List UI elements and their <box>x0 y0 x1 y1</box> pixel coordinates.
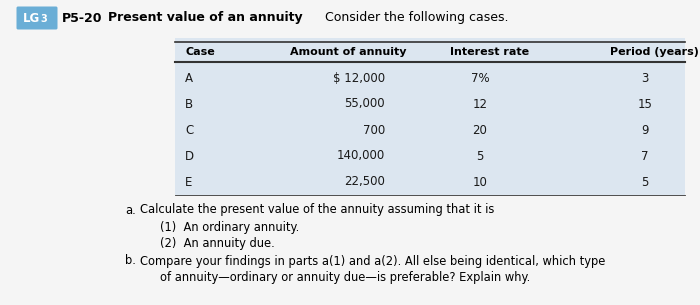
Text: A: A <box>185 71 193 84</box>
Text: B: B <box>185 98 193 110</box>
Text: 3: 3 <box>641 71 649 84</box>
Text: 55,000: 55,000 <box>344 98 385 110</box>
Text: C: C <box>185 124 193 137</box>
Text: 20: 20 <box>473 124 487 137</box>
Text: 22,500: 22,500 <box>344 175 385 188</box>
Text: (2)  An annuity due.: (2) An annuity due. <box>160 238 274 250</box>
Text: 700: 700 <box>363 124 385 137</box>
Text: a.: a. <box>125 203 136 217</box>
Text: Compare your findings in parts a(1) and a(2). All else being identical, which ty: Compare your findings in parts a(1) and … <box>140 254 606 267</box>
Text: Calculate the present value of the annuity assuming that it is: Calculate the present value of the annui… <box>140 203 494 217</box>
Text: 9: 9 <box>641 124 649 137</box>
Text: Case: Case <box>185 47 215 57</box>
Text: LG: LG <box>23 12 41 24</box>
Text: 5: 5 <box>476 149 484 163</box>
Text: D: D <box>185 149 194 163</box>
Text: b.: b. <box>125 254 136 267</box>
Text: 7: 7 <box>641 149 649 163</box>
Text: of annuity—ordinary or annuity due—is preferable? Explain why.: of annuity—ordinary or annuity due—is pr… <box>160 271 531 285</box>
Text: Present value of an annuity: Present value of an annuity <box>108 12 302 24</box>
Text: 7%: 7% <box>470 71 489 84</box>
Text: 140,000: 140,000 <box>337 149 385 163</box>
Text: E: E <box>185 175 193 188</box>
Text: Period (years): Period (years) <box>610 47 699 57</box>
Text: Interest rate: Interest rate <box>450 47 529 57</box>
Text: 10: 10 <box>473 175 487 188</box>
Bar <box>175 38 685 195</box>
Text: 5: 5 <box>641 175 649 188</box>
Text: 12: 12 <box>473 98 487 110</box>
Text: 3: 3 <box>40 14 47 24</box>
Text: 15: 15 <box>638 98 652 110</box>
Text: $ 12,000: $ 12,000 <box>333 71 385 84</box>
FancyBboxPatch shape <box>17 6 57 30</box>
Text: Consider the following cases.: Consider the following cases. <box>325 12 508 24</box>
Text: Amount of annuity: Amount of annuity <box>290 47 407 57</box>
Text: P5-20: P5-20 <box>62 12 102 24</box>
Text: (1)  An ordinary annuity.: (1) An ordinary annuity. <box>160 221 300 234</box>
